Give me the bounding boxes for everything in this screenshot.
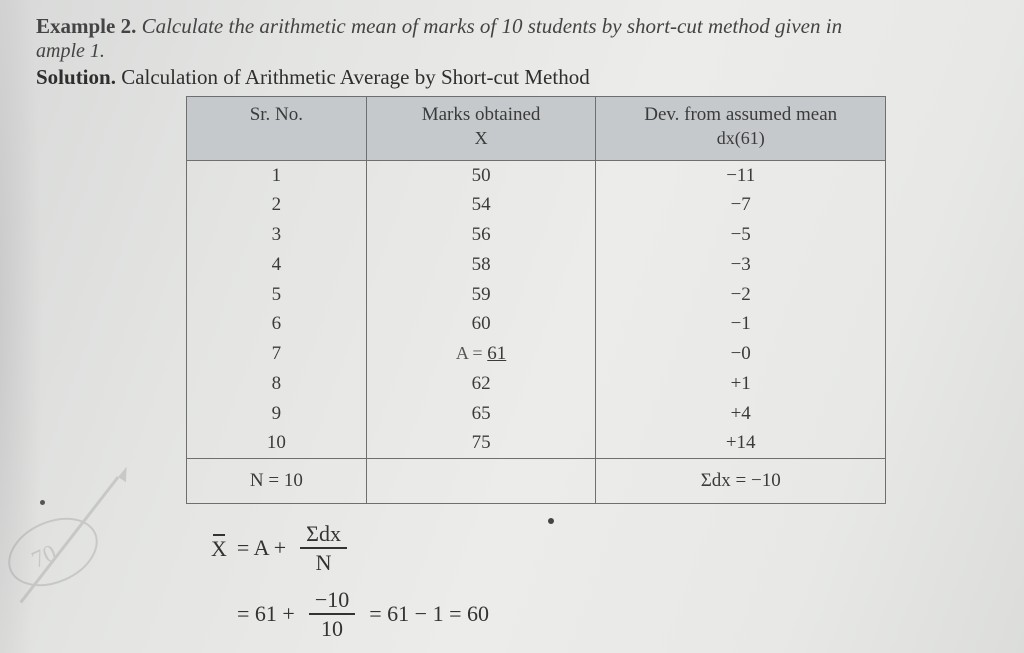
formula-line-2: = 61 + −10 10 = 61 − 1 = 60: [237, 588, 988, 640]
fraction-num: Σdx: [300, 522, 347, 549]
col-sub: dx(61): [604, 127, 877, 150]
example-line: Example 2. Calculate the arithmetic mean…: [36, 12, 988, 40]
table-row: 5 59 −2: [187, 280, 886, 310]
cell-x: 54: [366, 190, 596, 220]
svg-text:70: 70: [28, 540, 61, 574]
cell-dx: −3: [596, 250, 886, 280]
footer-sum: Σdx = −10: [596, 459, 886, 504]
cell-dx: +14: [596, 428, 886, 458]
table-row: 9 65 +4: [187, 399, 886, 429]
assumed-mean-annot: A =: [456, 343, 483, 363]
table-row: 4 58 −3: [187, 250, 886, 280]
cell-dx: −7: [596, 190, 886, 220]
fraction-den: 10: [315, 615, 349, 640]
footer-mid: [366, 459, 596, 504]
formula-line-1: X = A + Σdx N: [211, 522, 988, 574]
cell-sr: 9: [187, 399, 367, 429]
fraction: −10 10: [309, 588, 355, 640]
cell-dx: +4: [596, 399, 886, 429]
cell-dx: −1: [596, 309, 886, 339]
formula-block: X = A + Σdx N = 61 + −10 10 = 61 − 1 = 6…: [211, 522, 988, 640]
cell-sr: 7: [187, 339, 367, 369]
formula-text: = A +: [237, 535, 286, 561]
solution-text: Calculation of Arithmetic Average by Sho…: [121, 65, 590, 89]
fraction-num: −10: [309, 588, 355, 615]
ink-dot-icon: [40, 500, 45, 505]
table-footer-row: N = 10 Σdx = −10: [187, 459, 886, 504]
ink-dot-icon: [548, 518, 554, 524]
formula-text: = 61 − 1 = 60: [369, 601, 489, 627]
table-row: 8 62 +1: [187, 369, 886, 399]
data-table-wrap: Sr. No. Marks obtained X Dev. from assum…: [186, 96, 886, 504]
cell-dx: −0: [596, 339, 886, 369]
cell-x: 59: [366, 280, 596, 310]
data-table: Sr. No. Marks obtained X Dev. from assum…: [186, 96, 886, 504]
example-continuation: ample 1.: [36, 40, 988, 63]
x-bar-symbol: X: [211, 534, 227, 562]
cell-sr: 5: [187, 280, 367, 310]
cell-sr: 10: [187, 428, 367, 458]
example-label: Example 2.: [36, 14, 136, 38]
table-row: 6 60 −1: [187, 309, 886, 339]
col-header-srno: Sr. No.: [187, 97, 367, 160]
fraction-den: N: [310, 549, 338, 574]
table-row: 7 A = 61 −0: [187, 339, 886, 369]
cell-x: 58: [366, 250, 596, 280]
cell-x-val: 61: [487, 343, 506, 364]
col-header-dev: Dev. from assumed mean dx(61): [596, 97, 886, 160]
table-row: 10 75 +14: [187, 428, 886, 458]
cell-x: A = 61: [366, 339, 596, 369]
col-sub: X: [375, 127, 588, 150]
cell-sr: 1: [187, 160, 367, 190]
cell-sr: 8: [187, 369, 367, 399]
example-text: Calculate the arithmetic mean of marks o…: [142, 14, 842, 38]
cell-dx: +1: [596, 369, 886, 399]
page-curve-shadow: [0, 0, 110, 653]
cell-x: 60: [366, 309, 596, 339]
cell-x: 62: [366, 369, 596, 399]
col-header-marks: Marks obtained X: [366, 97, 596, 160]
cell-x: 56: [366, 220, 596, 250]
cell-x: 65: [366, 399, 596, 429]
table-row: 2 54 −7: [187, 190, 886, 220]
footer-n: N = 10: [187, 459, 367, 504]
solution-line: Solution. Calculation of Arithmetic Aver…: [36, 65, 988, 90]
solution-label: Solution.: [36, 65, 116, 89]
col-title: Dev. from assumed mean: [644, 104, 837, 125]
table-row: 3 56 −5: [187, 220, 886, 250]
fraction: Σdx N: [300, 522, 347, 574]
table-header-row: Sr. No. Marks obtained X Dev. from assum…: [187, 97, 886, 160]
cell-sr: 2: [187, 190, 367, 220]
table-body: 1 50 −11 2 54 −7 3 56 −5 4 58 −3 5 59: [187, 160, 886, 503]
cell-sr: 6: [187, 309, 367, 339]
cell-dx: −11: [596, 160, 886, 190]
col-title: Marks obtained: [422, 104, 541, 125]
cell-sr: 3: [187, 220, 367, 250]
pencil-sketch-icon: 70: [0, 451, 177, 630]
cell-sr: 4: [187, 250, 367, 280]
table-row: 1 50 −11: [187, 160, 886, 190]
cell-dx: −5: [596, 220, 886, 250]
formula-text: = 61 +: [237, 601, 295, 627]
cell-x: 50: [366, 160, 596, 190]
cell-x: 75: [366, 428, 596, 458]
col-title: Sr. No.: [250, 104, 303, 125]
cell-dx: −2: [596, 280, 886, 310]
